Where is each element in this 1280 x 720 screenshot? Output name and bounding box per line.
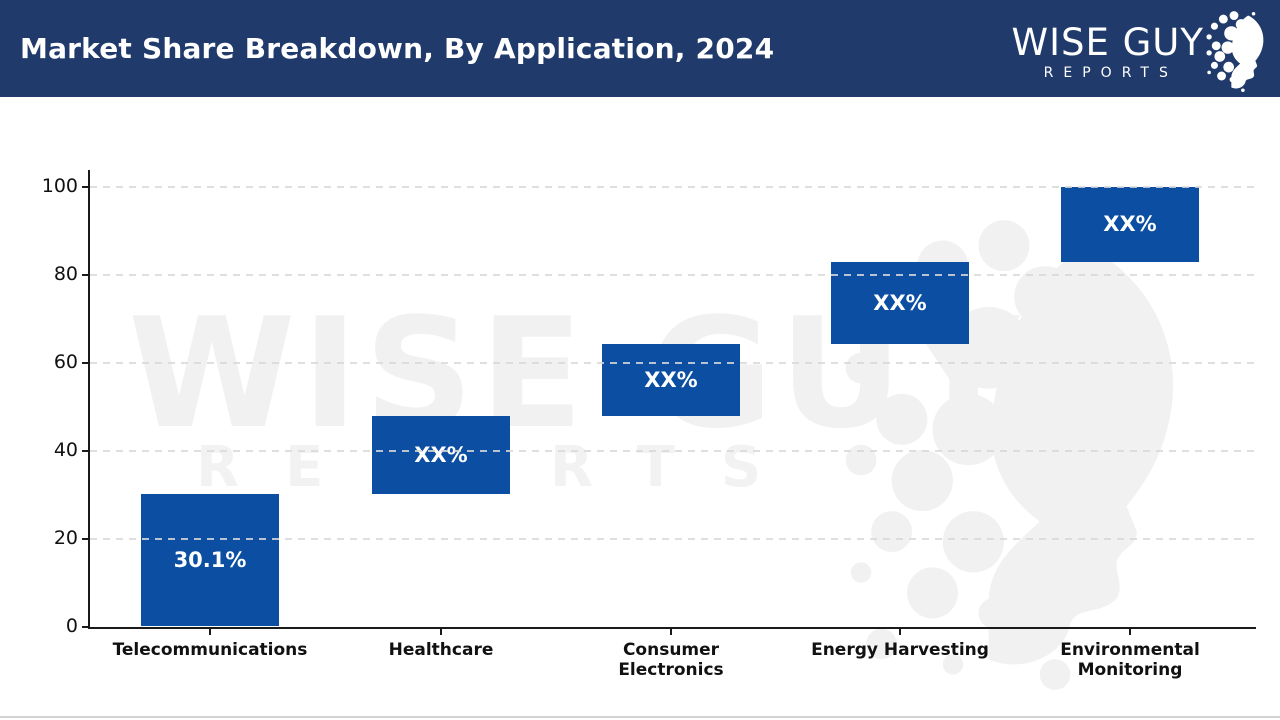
x-category-label: Energy Harvesting [811,639,989,660]
x-category-label: Telecommunications [112,639,308,660]
y-tick-mark [82,625,90,628]
waterfall-bar: 30.1% [141,494,279,627]
wiseguy-logo: WISE GUY REPORTS [1006,6,1266,94]
y-tick-label: 0 [65,614,78,637]
waterfall-bar: XX% [1061,187,1199,262]
x-tick-mark [670,627,672,635]
wiseguy-logo-text: WISE GUY REPORTS [1011,21,1204,81]
header-bar: Market Share Breakdown, By Application, … [0,0,1280,97]
y-tick-mark [82,273,90,276]
y-tick-label: 80 [53,262,78,285]
bar-value-label: XX% [1103,212,1157,237]
y-gridline [90,186,1256,188]
y-tick-label: 20 [53,526,78,549]
wiseguy-logo-line2: REPORTS [1043,64,1178,81]
x-tick-mark [1129,627,1131,635]
y-tick-mark [82,186,90,188]
y-tick-label: 100 [41,175,78,197]
chart-title: Market Share Breakdown, By Application, … [20,32,775,65]
x-category-label: Consumer Electronics [618,639,724,681]
bar-value-label: 30.1% [173,548,247,573]
waterfall-bar: XX% [602,343,740,416]
x-tick-mark [440,627,442,635]
wiseguy-face-icon [1206,11,1264,92]
x-axis-spine [88,626,1256,629]
x-tick-mark [899,627,901,635]
bar-value-label: XX% [644,367,698,392]
bottom-border-line [0,716,1280,718]
wiseguy-logo-line1: WISE GUY [1011,21,1204,64]
y-gridline [90,449,1256,452]
x-tick-mark [209,627,211,635]
bar-value-label: XX% [873,290,927,315]
y-gridline [90,273,1256,276]
y-gridline [90,537,1256,540]
x-category-label: Environmental Monitoring [1060,639,1200,681]
y-tick-label: 60 [53,350,78,373]
y-gridline [90,361,1256,364]
y-tick-mark [82,361,90,364]
y-axis-spine [88,170,90,629]
y-tick-label: 40 [53,438,78,461]
waterfall-bar: XX% [372,415,510,495]
x-category-label: Healthcare [388,639,494,660]
bar-value-label: XX% [414,442,468,467]
y-tick-mark [82,449,90,452]
y-tick-mark [82,537,90,540]
